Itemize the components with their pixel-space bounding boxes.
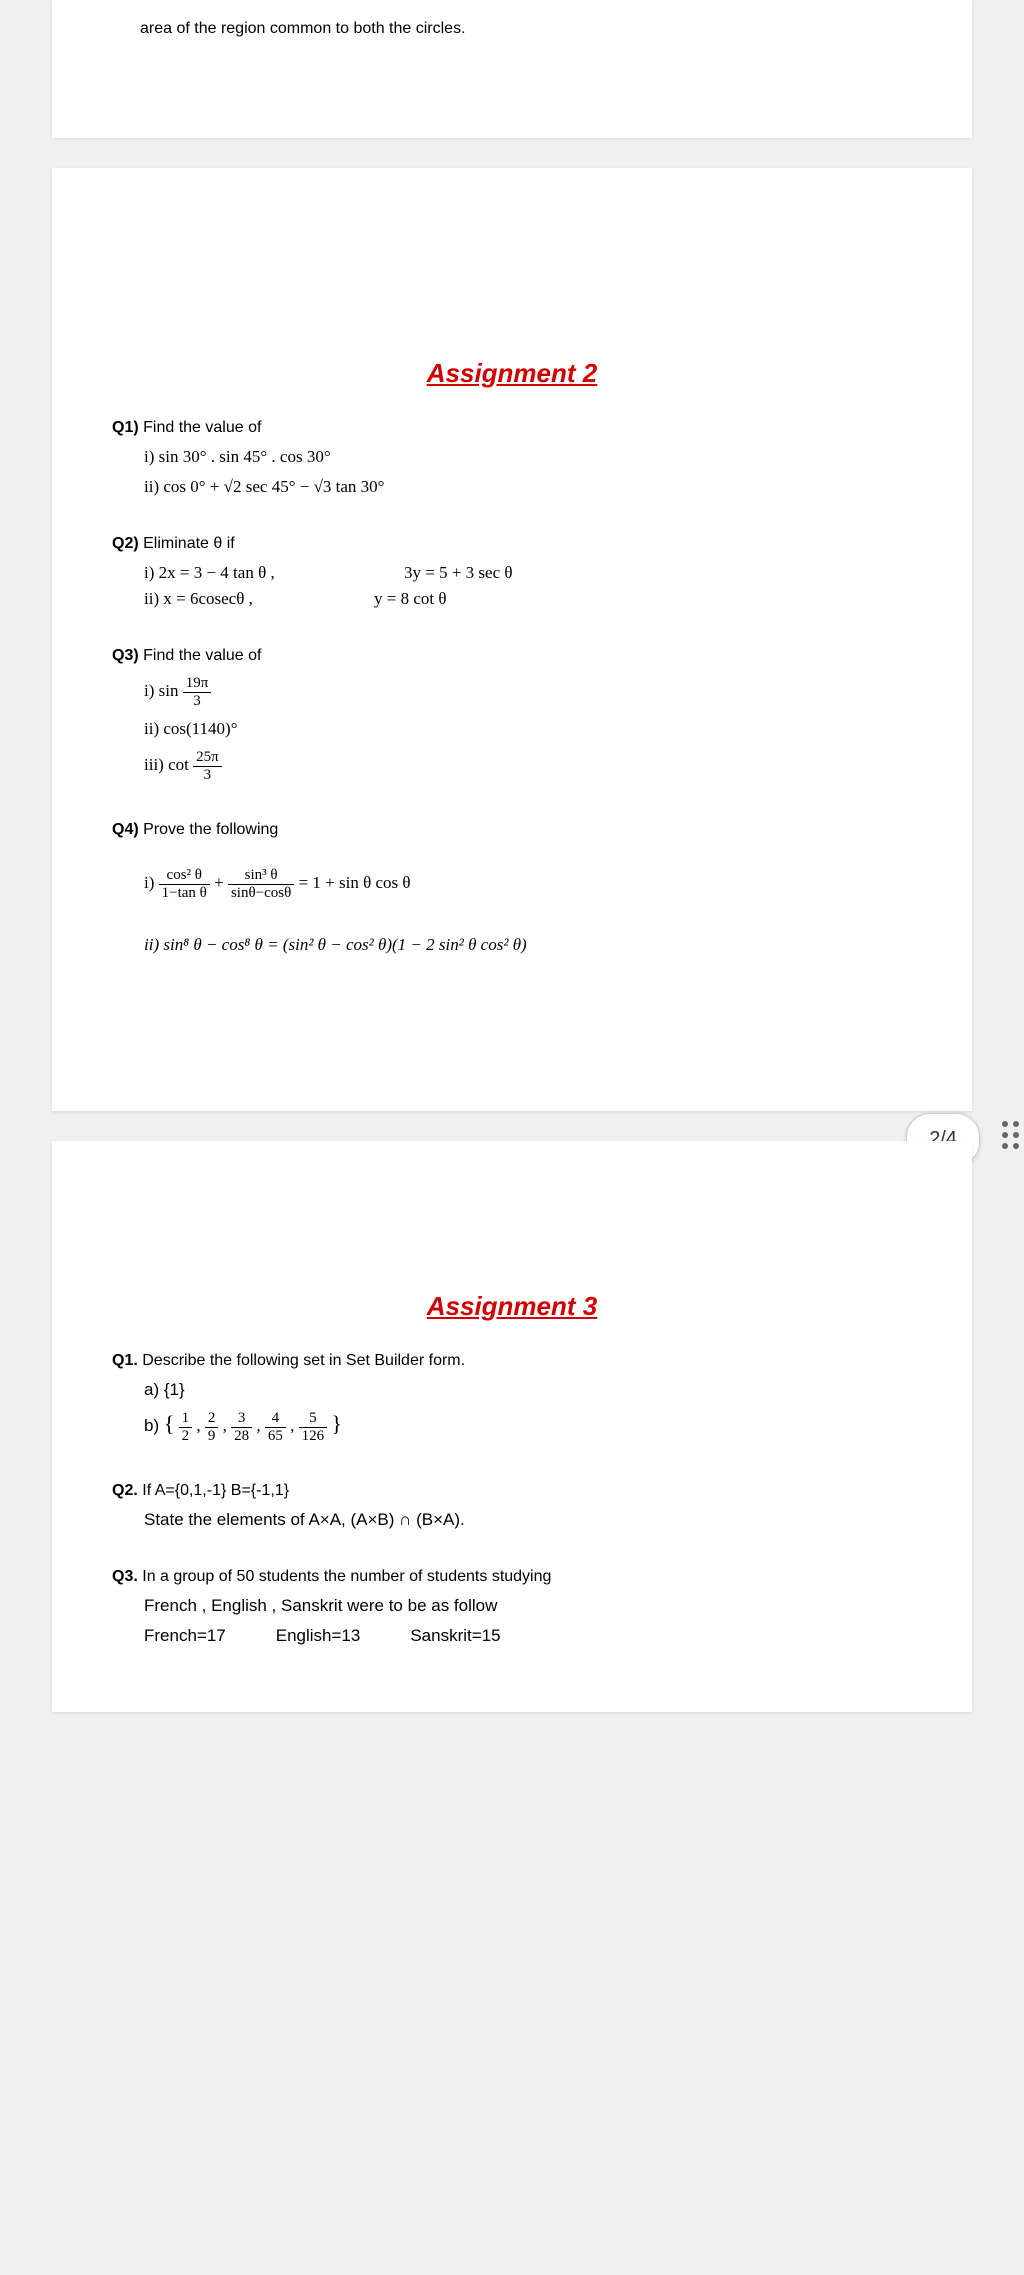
a3-q3-line1: In a group of 50 students the number of … [142, 1568, 551, 1585]
a3-q3-line2: French , English , Sanskrit were to be a… [144, 1596, 912, 1616]
sep2: , [223, 1416, 232, 1435]
a3-q1-b-close: } [331, 1411, 342, 1436]
f4d: 65 [265, 1428, 286, 1445]
q3-prompt: Find the value of [143, 647, 261, 664]
q3-iii-num: 25π [193, 749, 222, 767]
a3-q1-b-f2: 29 [205, 1410, 219, 1444]
q3-i: i) sin 19π 3 [144, 675, 912, 709]
q2-i-right: 3y = 5 + 3 sec θ [404, 563, 513, 583]
q1-i: i) sin 30° . sin 45° . cos 30° [144, 447, 912, 467]
a3-q1: Q1. Describe the following set in Set Bu… [112, 1352, 912, 1370]
page-assignment-2: Assignment 2 Q1) Find the value of i) si… [52, 168, 972, 1111]
f3d: 28 [231, 1428, 252, 1445]
a3-q2: Q2. If A={0,1,-1} B={-1,1} [112, 1482, 912, 1500]
q4-i-f2: sin³ θ sinθ−cosθ [228, 867, 294, 901]
a3-q3-english: English=13 [276, 1626, 361, 1646]
a3-q3-french: French=17 [144, 1626, 226, 1646]
a3-q3-label: Q3. [112, 1568, 138, 1585]
f1d: 2 [179, 1428, 193, 1445]
a3-q1-label: Q1. [112, 1352, 138, 1369]
q2-label: Q2) [112, 535, 139, 552]
sep1: , [196, 1416, 205, 1435]
assignment-2-title: Assignment 2 [112, 358, 912, 389]
q3: Q3) Find the value of [112, 647, 912, 665]
q4: Q4) Prove the following [112, 821, 912, 839]
f4n: 4 [265, 1410, 286, 1428]
fragment-text: area of the region common to both the ci… [140, 20, 912, 38]
q4-i-f1-den: 1−tan θ [159, 885, 210, 902]
a3-q2-label: Q2. [112, 1482, 138, 1499]
q4-i-plus: + [214, 873, 228, 892]
a3-q2-line1: If A={0,1,-1} B={-1,1} [142, 1482, 289, 1499]
a3-q2-line2: State the elements of A×A, (A×B) ∩ (B×A)… [144, 1510, 912, 1530]
q2-i: i) 2x = 3 − 4 tan θ , 3y = 5 + 3 sec θ [144, 563, 912, 583]
q3-iii-pre: iii) cot [144, 755, 189, 774]
a3-q1-b-open: { [164, 1411, 175, 1436]
q4-i-rhs: = 1 + sin θ cos θ [299, 873, 411, 892]
q2-ii-right: y = 8 cot θ [374, 589, 447, 609]
q3-i-pre: i) sin [144, 681, 178, 700]
a3-q1-a: a) {1} [144, 1380, 912, 1400]
assignment-3-title: Assignment 3 [112, 1291, 912, 1322]
q4-prompt: Prove the following [143, 821, 278, 838]
f3n: 3 [231, 1410, 252, 1428]
q3-iii-frac: 25π 3 [193, 749, 222, 783]
q4-i-f1: cos² θ 1−tan θ [159, 867, 210, 901]
a3-q1-b-pre: b) [144, 1416, 164, 1435]
f5n: 5 [299, 1410, 328, 1428]
sep4: , [290, 1416, 299, 1435]
page-fragment-top: area of the region common to both the ci… [52, 0, 972, 138]
a3-q1-b-f3: 328 [231, 1410, 252, 1444]
q4-i-f1-num: cos² θ [159, 867, 210, 885]
q2-prompt: Eliminate θ if [143, 535, 235, 552]
q1: Q1) Find the value of [112, 419, 912, 437]
f2n: 2 [205, 1410, 219, 1428]
a3-q1-b-f5: 5126 [299, 1410, 328, 1444]
a3-q1-prompt: Describe the following set in Set Builde… [142, 1352, 465, 1369]
sep3: , [256, 1416, 265, 1435]
q4-i-pre: i) [144, 873, 159, 892]
q4-i-f2-den: sinθ−cosθ [228, 885, 294, 902]
q1-prompt: Find the value of [143, 419, 261, 436]
q3-iii-den: 3 [193, 767, 222, 784]
q3-i-num: 19π [183, 675, 212, 693]
a3-q3-sanskrit: Sanskrit=15 [410, 1626, 500, 1646]
q4-i-f2-num: sin³ θ [228, 867, 294, 885]
q2: Q2) Eliminate θ if [112, 535, 912, 553]
f1n: 1 [179, 1410, 193, 1428]
q2-ii-left: ii) x = 6cosecθ , [144, 589, 374, 609]
more-icon[interactable] [988, 1113, 1024, 1157]
a3-q1-b: b) { 12 , 29 , 328 , 465 , 5126 } [144, 1410, 912, 1444]
a3-q3-line3: French=17 English=13 Sanskrit=15 [144, 1626, 912, 1646]
q4-label: Q4) [112, 821, 139, 838]
q4-ii: ii) sin⁸ θ − cos⁸ θ = (sin² θ − cos² θ)(… [144, 935, 912, 955]
f2d: 9 [205, 1428, 219, 1445]
q3-i-frac: 19π 3 [183, 675, 212, 709]
a3-q3: Q3. In a group of 50 students the number… [112, 1568, 912, 1586]
q3-i-den: 3 [183, 693, 212, 710]
q1-label: Q1) [112, 419, 139, 436]
a3-q1-b-f1: 12 [179, 1410, 193, 1444]
q3-label: Q3) [112, 647, 139, 664]
q2-i-left: i) 2x = 3 − 4 tan θ , [144, 563, 404, 583]
page-assignment-3: Assignment 3 Q1. Describe the following … [52, 1141, 972, 1712]
a3-q1-b-f4: 465 [265, 1410, 286, 1444]
q2-ii: ii) x = 6cosecθ , y = 8 cot θ [144, 589, 912, 609]
q3-iii: iii) cot 25π 3 [144, 749, 912, 783]
f5d: 126 [299, 1428, 328, 1445]
q4-i: i) cos² θ 1−tan θ + sin³ θ sinθ−cosθ = 1… [144, 867, 912, 901]
q3-ii: ii) cos(1140)° [144, 719, 912, 739]
q1-ii: ii) cos 0° + √2 sec 45° − √3 tan 30° [144, 477, 912, 497]
